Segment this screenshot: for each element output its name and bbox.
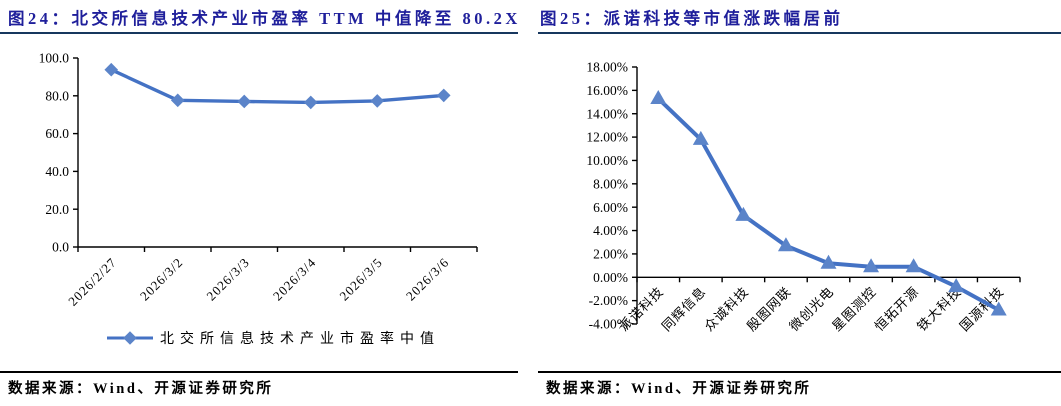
svg-text:12.00%: 12.00% <box>586 130 628 145</box>
svg-text:2026/3/5: 2026/3/5 <box>336 255 385 304</box>
pe-ttm-line-chart: 0.0 20.0 40.0 60.0 80.0 100.0 2026/2/27 2026/3/… <box>39 51 478 347</box>
svg-text:0.00%: 0.00% <box>593 270 628 285</box>
figure-24-source-rule <box>0 371 518 373</box>
svg-text:殷图网联: 殷图网联 <box>744 284 794 334</box>
svg-text:2026/3/2: 2026/3/2 <box>137 255 186 304</box>
svg-text:北交所信息技术产业市盈率中值: 北交所信息技术产业市盈率中值 <box>160 330 440 347</box>
figure-24-panel: 图24：北交所信息技术产业市盈率 TTM 中值降至 80.2X 0.0 20.0 4… <box>0 0 518 406</box>
svg-text:2026/3/3: 2026/3/3 <box>203 255 252 304</box>
svg-text:100.0: 100.0 <box>39 51 70 66</box>
svg-text:星图测控: 星图测控 <box>829 284 879 334</box>
svg-text:8.00%: 8.00% <box>593 176 628 191</box>
figure-25-panel: 图25：派诺科技等市值涨跌幅居前 -4.00% -2.00% 0.00% 2.00% 4… <box>538 0 1061 406</box>
svg-text:同辉信息: 同辉信息 <box>659 284 709 334</box>
svg-text:派诺科技: 派诺科技 <box>616 284 666 334</box>
figure-24-source: 数据来源：Wind、开源证券研究所 <box>8 381 274 397</box>
market-cap-change-line-chart: -4.00% -2.00% 0.00% 2.00% 4.00% 6.00% 8.00% 10.… <box>586 60 1021 334</box>
svg-text:14.00%: 14.00% <box>586 106 628 121</box>
svg-text:20.0: 20.0 <box>45 202 69 217</box>
svg-text:2026/3/4: 2026/3/4 <box>270 255 319 304</box>
figure-24-title-rule <box>0 32 518 34</box>
svg-text:4.00%: 4.00% <box>593 223 628 238</box>
svg-text:众诚科技: 众诚科技 <box>701 284 751 334</box>
svg-text:6.00%: 6.00% <box>593 200 628 215</box>
svg-text:60.0: 60.0 <box>45 126 69 141</box>
figure-25-title-rule <box>538 32 1061 34</box>
svg-text:微创光电: 微创光电 <box>786 284 836 334</box>
svg-text:2.00%: 2.00% <box>593 247 628 262</box>
svg-text:10.00%: 10.00% <box>586 153 628 168</box>
svg-text:40.0: 40.0 <box>45 164 69 179</box>
svg-text:0.0: 0.0 <box>52 240 69 255</box>
svg-text:2026/2/27: 2026/2/27 <box>65 255 119 309</box>
svg-text:80.0: 80.0 <box>45 88 69 103</box>
figure-25-title: 图25：派诺科技等市值涨跌幅居前 <box>540 9 844 28</box>
figure-24-title: 图24：北交所信息技术产业市盈率 TTM 中值降至 80.2X <box>8 9 521 28</box>
figure-25-source-rule <box>538 371 1061 373</box>
svg-text:-4.00%: -4.00% <box>589 317 628 332</box>
svg-text:16.00%: 16.00% <box>586 83 628 98</box>
figure-25-source: 数据来源：Wind、开源证券研究所 <box>546 381 812 397</box>
svg-text:-2.00%: -2.00% <box>589 293 628 308</box>
svg-text:恒拓开源: 恒拓开源 <box>872 284 922 334</box>
svg-text:2026/3/6: 2026/3/6 <box>403 255 452 304</box>
svg-text:18.00%: 18.00% <box>586 60 628 75</box>
